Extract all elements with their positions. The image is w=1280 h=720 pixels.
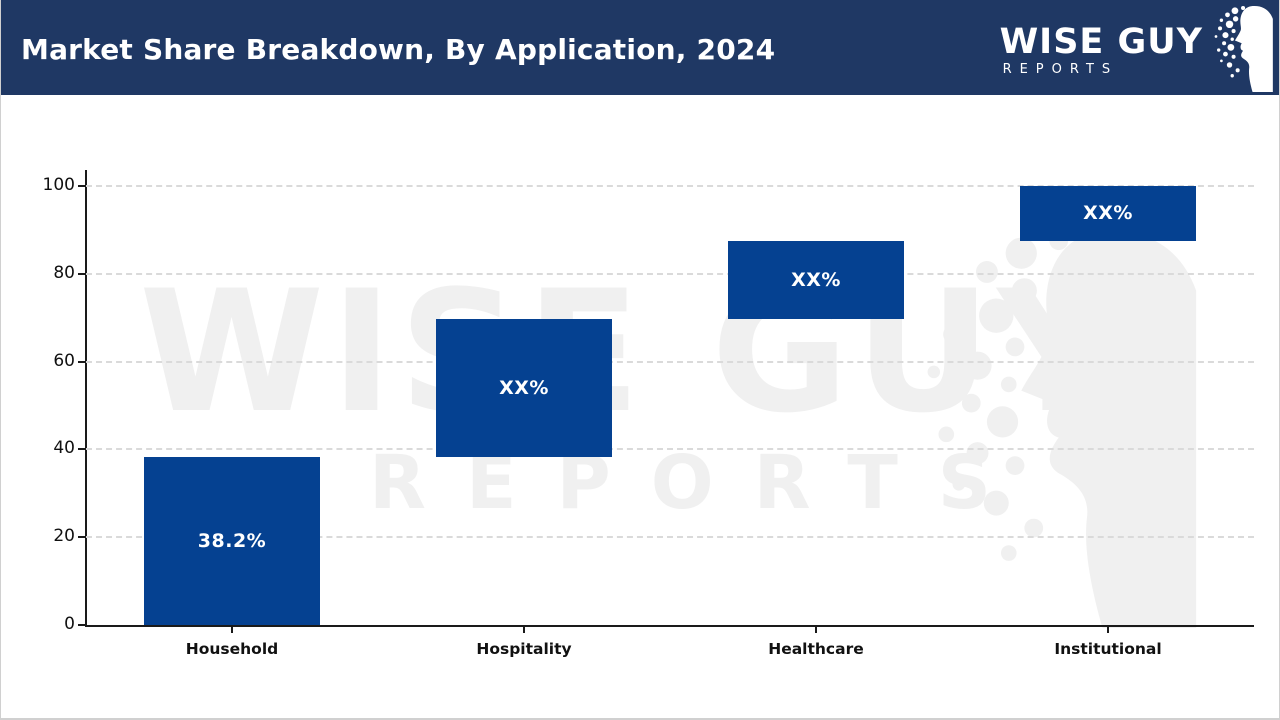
bar-value-label: XX% [499,376,549,399]
x-tick-3 [1107,627,1109,633]
bar-institutional: XX% [1020,186,1196,241]
y-tick-label-40: 40 [53,438,75,459]
bar-household: 38.2% [144,457,320,625]
logo-name: WISE GUY [999,21,1203,62]
gridline-y-60 [86,360,1254,363]
y-tick-20 [78,536,86,539]
x-tick-label-1: Hospitality [476,640,572,658]
y-tick-80 [78,272,86,275]
logo-face-icon [1214,5,1273,92]
gridline-y-80 [86,272,1254,275]
bar-hospitality: XX% [436,318,612,458]
gridline-y-40 [86,448,1254,451]
y-tick-40 [78,448,86,451]
bar-value-label: XX% [791,268,841,291]
gridline-y-20 [86,536,1254,539]
bar-value-label: XX% [1083,202,1133,225]
x-tick-label-2: Healthcare [768,640,864,658]
y-tick-label-80: 80 [53,262,75,283]
x-tick-1 [523,627,525,633]
y-tick-label-100: 100 [42,175,75,195]
y-tick-60 [78,360,86,363]
page-title: Market Share Breakdown, By Application, … [21,33,776,66]
logo-text: WISE GUY REPORTS [999,21,1203,77]
x-tick-label-0: Household [185,640,279,658]
x-tick-label-3: Institutional [1054,640,1162,658]
y-axis-spine [85,170,87,627]
gridline-y-100 [86,185,1254,187]
x-tick-0 [231,627,233,633]
header-bar: Market Share Breakdown, By Application, … [1,0,1279,95]
wise-guy-logo: WISE GUY REPORTS [999,4,1279,92]
bar-value-label: 38.2% [197,530,267,553]
bar-healthcare: XX% [728,240,904,319]
y-tick-0 [78,624,86,626]
x-axis-spine [85,625,1254,627]
y-tick-label-20: 20 [53,526,75,547]
x-tick-2 [815,627,817,633]
y-tick-label-0: 0 [64,614,75,634]
logo-subtitle: REPORTS [1002,61,1119,77]
y-tick-100 [78,185,86,187]
y-tick-label-60: 60 [53,350,75,371]
